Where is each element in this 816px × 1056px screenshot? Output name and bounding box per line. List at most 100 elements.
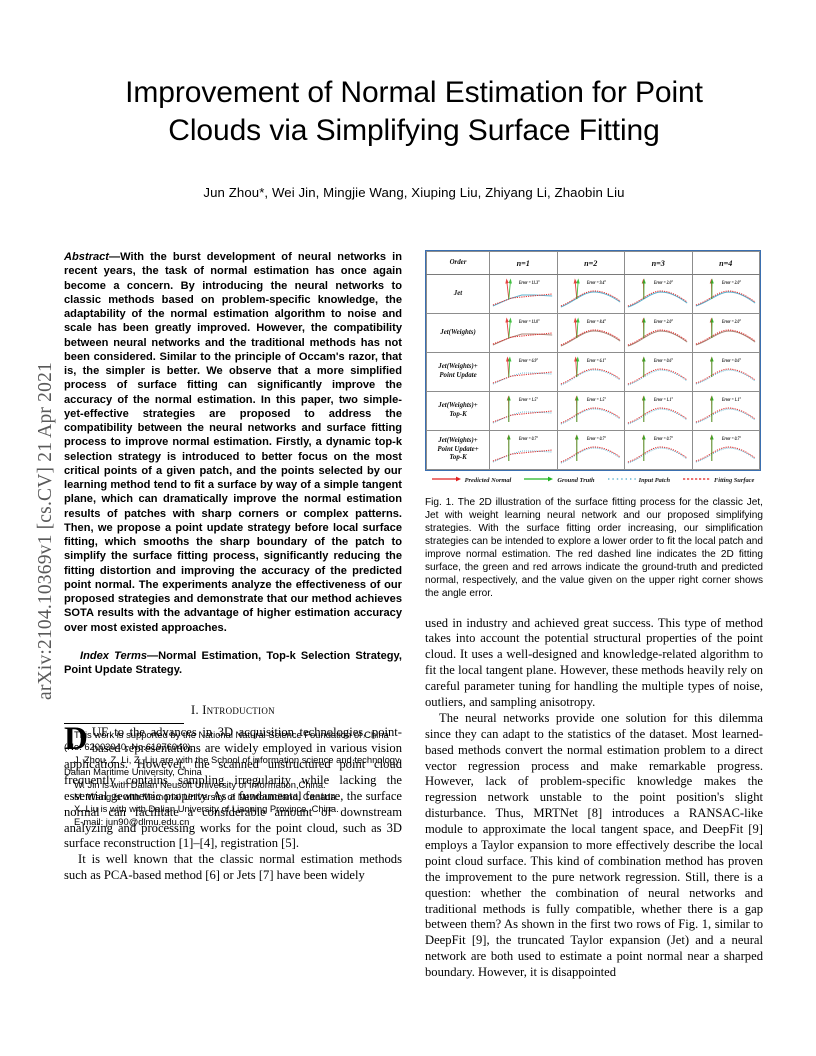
figure-plot-cell: Error = 0.6° xyxy=(691,352,760,392)
footnote-block: This work is supported by the National N… xyxy=(64,722,402,828)
figure-row-label: Jet xyxy=(426,274,490,314)
figure-grid: Order n=1 n=2 n=3 n=4 Jet Error = 11.3° Error… xyxy=(425,250,761,471)
figure-table: Order n=1 n=2 n=3 n=4 Jet Error = 11.3° Error… xyxy=(426,251,760,470)
abstract-text: With the burst development of neural net… xyxy=(64,251,402,634)
two-column-body: Abstract—With the burst development of n… xyxy=(64,250,764,1050)
figure-plot-cell: Error = 9.4° xyxy=(556,274,625,314)
figure-plot-svg: Error = 0.7° xyxy=(560,434,620,464)
figure-column-header: Order xyxy=(426,251,490,275)
figure-row-label: Jet(Weights) xyxy=(426,313,490,353)
figure-plot-svg: Error = 0.6° xyxy=(627,356,688,386)
figure-plot-cell: Error = 11.3° xyxy=(489,274,558,314)
index-terms-paragraph: Index Terms—Normal Estimation, Top-k Sel… xyxy=(64,649,402,678)
arxiv-identifier-stamp: arXiv:2104.10369v1 [cs.CV] 21 Apr 2021 xyxy=(35,362,56,700)
figure-plot-cell: Error = 11.0° xyxy=(489,313,558,353)
footnote-affiliation-2: W. Jin is with Dalian Neusoft University… xyxy=(74,778,326,790)
figure-column-header: n=3 xyxy=(624,251,693,275)
figure-plot-svg: Error = 2.0° xyxy=(627,317,688,347)
figure-header-row: Order n=1 n=2 n=3 n=4 xyxy=(426,251,760,275)
svg-text:Error = 1.5°: Error = 1.5° xyxy=(586,396,606,402)
footnote-rule xyxy=(64,722,184,724)
footnote-funding: This work is supported by the National N… xyxy=(64,728,389,753)
index-terms-dash: — xyxy=(147,649,159,662)
footnote-affiliation-4: X. Liu is with with Dalian University of… xyxy=(74,803,339,815)
footnote-affiliation-1: J. Zhou, Z. Li, Z. Liu are with the Scho… xyxy=(64,753,402,778)
figure-caption: Fig. 1. The 2D illustration of the surfa… xyxy=(425,497,763,600)
svg-text:Error = 1.5°: Error = 1.5° xyxy=(518,396,538,402)
figure-plot-cell: Error = 1.5° xyxy=(556,391,625,431)
page-title: Improvement of Normal Estimation for Poi… xyxy=(125,76,703,148)
figure-column-header: n=4 xyxy=(691,251,760,275)
figure-legend-item: Ground Truth xyxy=(524,476,595,484)
abstract-dash: — xyxy=(109,251,121,263)
paper-page: Improvement of Normal Estimation for Poi… xyxy=(64,0,764,1056)
figure-legend-item: Fitting Surface xyxy=(683,476,754,484)
figure-plot-cell: Error = 2.0° xyxy=(691,313,760,353)
drop-cap: D xyxy=(64,721,88,758)
figure-row-label: Jet(Weights)+ Point Update+ Top-K xyxy=(426,430,490,470)
svg-text:Error = 0.6°: Error = 0.6° xyxy=(721,357,741,363)
figure-legend-label: Predicted Normal xyxy=(464,476,512,484)
right-column: Order n=1 n=2 n=3 n=4 Jet Error = 11.3° Error… xyxy=(425,250,763,981)
intro-paragraph-1-text: UE to the advances in 3D acquisition tec… xyxy=(64,725,402,851)
figure-column-header: n=1 xyxy=(489,251,558,275)
intro-paragraph-4: The neural networks provide one solution… xyxy=(425,710,763,980)
svg-text:Error = 2.0°: Error = 2.0° xyxy=(653,318,673,324)
figure-row: Jet(Weights)+ Point Update+ Top-K Error = … xyxy=(426,430,760,470)
figure-legend: Predicted Normal Ground Truth Input Patc… xyxy=(425,476,761,484)
svg-text:Error = 0.7°: Error = 0.7° xyxy=(653,435,673,441)
svg-text:Error = 1.1°: Error = 1.1° xyxy=(721,396,741,402)
figure-legend-label: Fitting Surface xyxy=(714,476,755,484)
figure-plot-svg: Error = 9.4° xyxy=(560,278,620,308)
figure-plot-cell: Error = 0.7° xyxy=(624,430,693,470)
figure-plot-svg: Error = 11.0° xyxy=(492,317,553,346)
figure-row-label: Jet(Weights)+ Top-K xyxy=(426,391,490,431)
figure-legend-item: Input Patch xyxy=(607,476,671,484)
index-terms-label: Index Terms xyxy=(80,649,147,662)
svg-text:Error = 11.3°: Error = 11.3° xyxy=(518,279,540,285)
figure-plot-svg: Error = 2.0° xyxy=(695,278,755,307)
right-column-body: used in industry and achieved great succ… xyxy=(425,616,763,981)
svg-text:Error = 2.0°: Error = 2.0° xyxy=(721,279,741,285)
section-heading-introduction: I. Introduction xyxy=(191,703,275,718)
figure-plot-svg: Error = 2.0° xyxy=(627,278,688,308)
figure-row-label: Jet(Weights)+ Point Update xyxy=(426,352,490,392)
figure-plot-cell: Error = 1.1° xyxy=(691,391,760,431)
figure-legend-label: Ground Truth xyxy=(557,476,595,484)
legend-dots-icon xyxy=(607,476,636,484)
figure-plot-cell: Error = 8.4° xyxy=(556,313,625,353)
figure-plot-svg: Error = 0.7° xyxy=(492,434,553,463)
figure-plot-cell: Error = 6.9° xyxy=(489,352,558,392)
figure-plot-svg: Error = 6.9° xyxy=(492,356,553,385)
author-list: Jun Zhou*, Wei Jin, Mingjie Wang, Xiupin… xyxy=(203,184,625,200)
figure-plot-svg: Error = 1.1° xyxy=(627,395,688,425)
figure-plot-svg: Error = 6.1° xyxy=(560,356,620,386)
svg-text:Error = 8.4°: Error = 8.4° xyxy=(586,318,606,324)
figure-row: Jet(Weights) Error = 11.0° Error = 8.4° xyxy=(426,313,760,353)
figure-legend-label: Input Patch xyxy=(638,476,671,484)
figure-plot-cell: Error = 0.7° xyxy=(489,430,558,470)
svg-text:Error = 9.4°: Error = 9.4° xyxy=(586,279,606,285)
legend-arrow-icon xyxy=(524,476,554,484)
figure-plot-cell: Error = 0.6° xyxy=(624,352,693,392)
svg-text:Error = 0.6°: Error = 0.6° xyxy=(653,357,673,363)
figure-column-header: n=2 xyxy=(556,251,625,275)
left-column: Abstract—With the burst development of n… xyxy=(64,250,402,884)
figure-plot-cell: Error = 0.7° xyxy=(556,430,625,470)
figure-legend-item: Predicted Normal xyxy=(431,476,512,484)
figure-row: Jet Error = 11.3° Error = 9.4° Er xyxy=(426,274,760,314)
svg-text:Error = 11.0°: Error = 11.0° xyxy=(518,318,540,324)
abstract-paragraph: Abstract—With the burst development of n… xyxy=(64,250,402,635)
footnote-email: E-mail: jun90@dlmu.edu.cn xyxy=(74,815,190,827)
figure-plot-cell: Error = 2.0° xyxy=(624,313,693,353)
figure-plot-cell: Error = 2.0° xyxy=(691,274,760,314)
figure-plot-svg: Error = 0.6° xyxy=(695,356,755,385)
figure-plot-svg: Error = 8.4° xyxy=(560,317,620,347)
figure-plot-cell: Error = 2.0° xyxy=(624,274,693,314)
figure-row: Jet(Weights)+ Top-K Error = 1.5° Error = … xyxy=(426,391,760,431)
svg-text:Error = 6.1°: Error = 6.1° xyxy=(586,357,606,363)
figure-1: Order n=1 n=2 n=3 n=4 Jet Error = 11.3° Error… xyxy=(425,250,763,601)
abstract-label: Abstract xyxy=(64,251,110,263)
figure-plot-cell: Error = 1.5° xyxy=(489,391,558,431)
svg-text:Error = 6.9°: Error = 6.9° xyxy=(518,357,538,363)
